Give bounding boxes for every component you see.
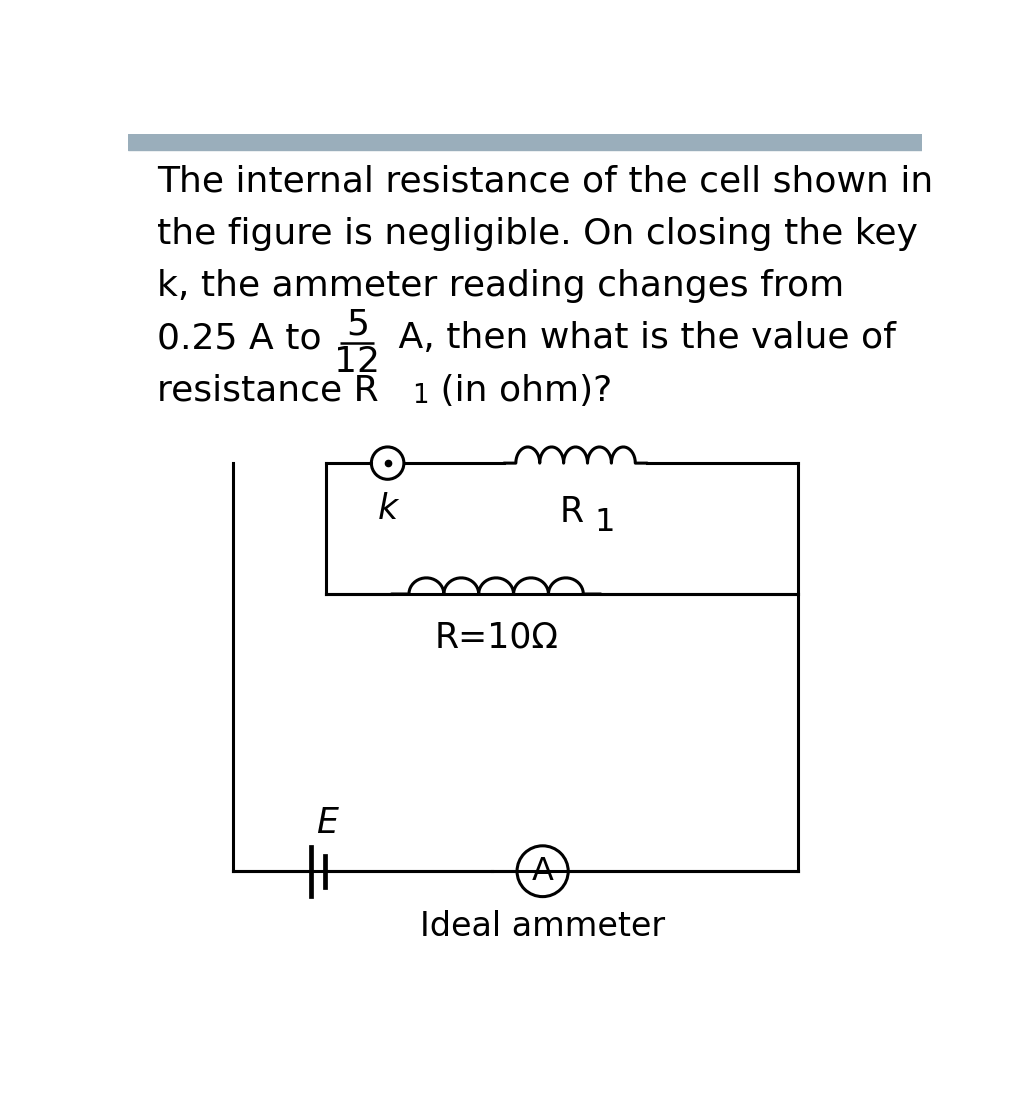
- Text: 5: 5: [346, 307, 369, 342]
- Text: A, then what is the value of: A, then what is the value of: [387, 322, 896, 355]
- Text: k: k: [378, 492, 397, 526]
- Text: R=10Ω: R=10Ω: [434, 621, 558, 654]
- Text: Ideal ammeter: Ideal ammeter: [420, 909, 666, 943]
- Text: 0.25 A to: 0.25 A to: [158, 322, 334, 355]
- Text: 12: 12: [335, 345, 380, 378]
- Text: R: R: [560, 495, 584, 530]
- Text: The internal resistance of the cell shown in: The internal resistance of the cell show…: [158, 165, 934, 198]
- Text: 1: 1: [595, 508, 615, 538]
- Text: A: A: [531, 856, 554, 887]
- Text: (in ohm)?: (in ohm)?: [429, 374, 612, 407]
- Text: 1: 1: [412, 383, 428, 410]
- Bar: [128, 134, 922, 150]
- Text: resistance R: resistance R: [158, 374, 379, 407]
- Text: the figure is negligible. On closing the key: the figure is negligible. On closing the…: [158, 217, 919, 250]
- Text: k, the ammeter reading changes from: k, the ammeter reading changes from: [158, 269, 845, 303]
- Text: E: E: [316, 807, 338, 840]
